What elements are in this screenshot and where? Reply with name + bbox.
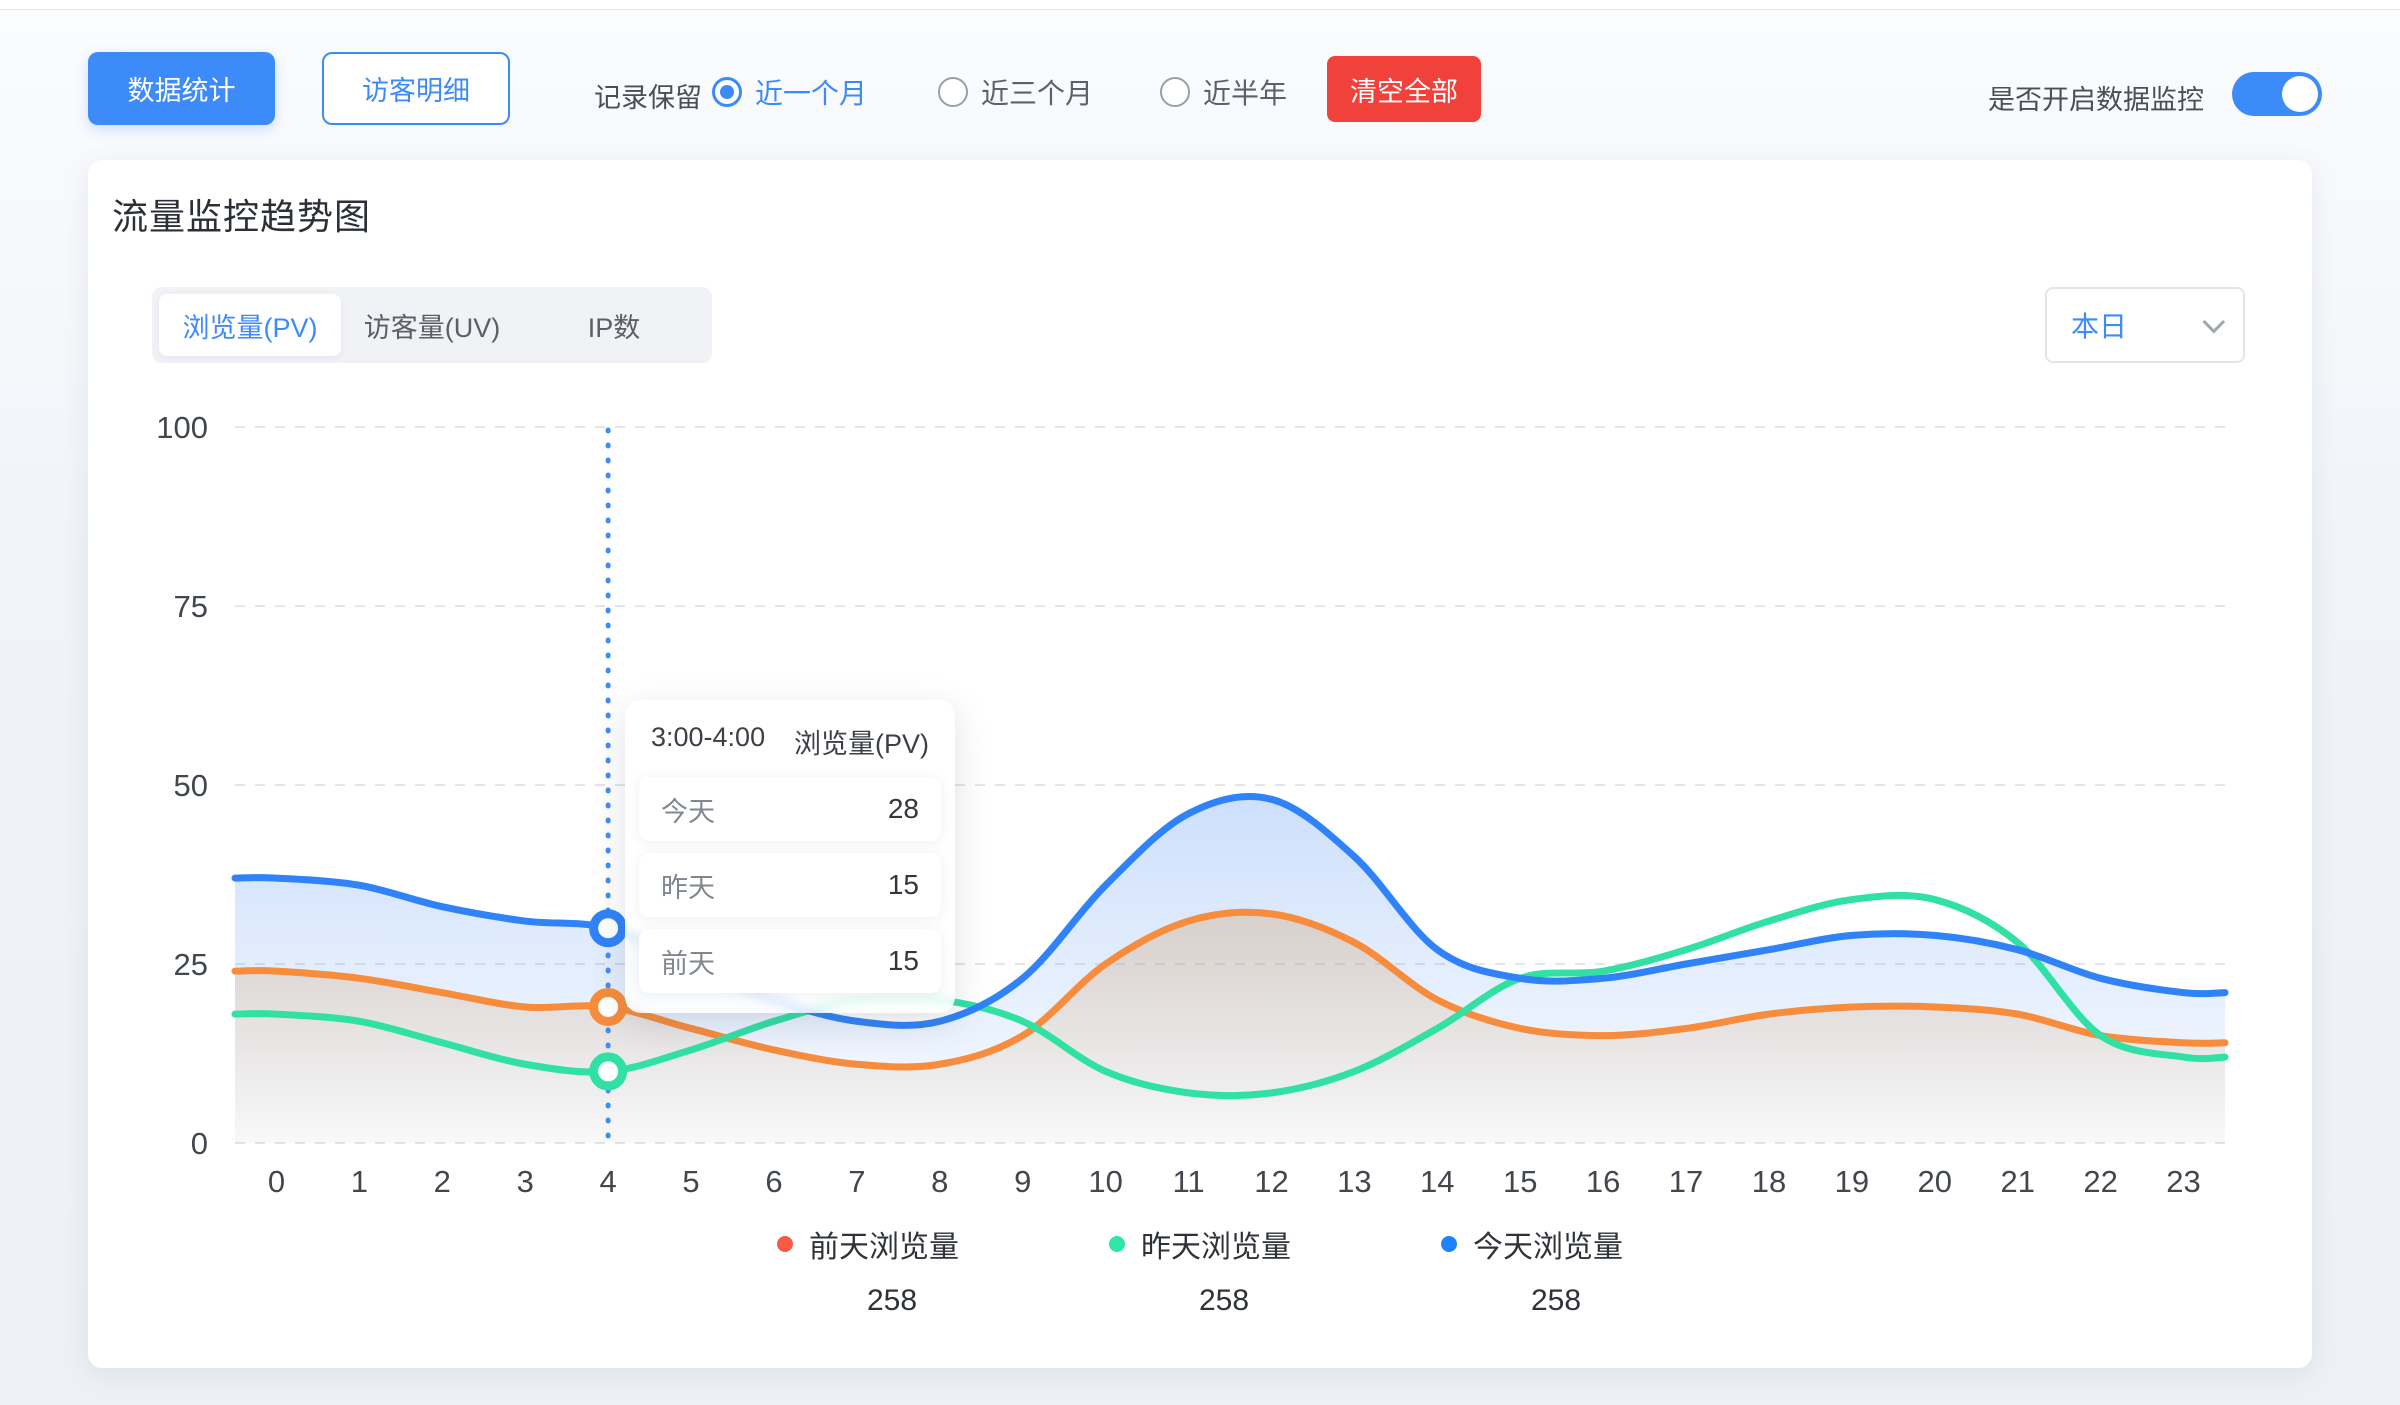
- x-axis-tick: 14: [1420, 1164, 1454, 1199]
- y-axis-tick: 50: [174, 768, 208, 803]
- record-retention-label: 记录保留: [594, 83, 702, 113]
- tab-uv[interactable]: 访客量(UV): [363, 312, 501, 343]
- tooltip-row-value: 15: [887, 945, 919, 976]
- date-range-value: 本日: [2071, 311, 2128, 342]
- x-axis-tick: 20: [1918, 1164, 1952, 1199]
- chart-tooltip: 3:00-4:00 浏览量(PV) 今天 28 昨天 15 前天 15: [625, 700, 955, 1013]
- x-axis-tick: 0: [268, 1164, 285, 1199]
- legend-label: 昨天浏览量: [1141, 1231, 1291, 1264]
- y-axis-tick: 100: [156, 410, 208, 445]
- x-axis-tick: 4: [600, 1164, 617, 1199]
- monitor-toggle[interactable]: [2232, 72, 2322, 116]
- legend-circle-icon: [1109, 1236, 1125, 1252]
- tooltip-row-value: 15: [887, 869, 919, 900]
- page-top-strip: [0, 0, 2400, 10]
- x-axis-tick: 18: [1752, 1164, 1786, 1199]
- tab-pv[interactable]: 浏览量(PV): [159, 294, 341, 356]
- visitor-detail-button[interactable]: 访客明细: [322, 52, 510, 125]
- x-axis-tick: 9: [1014, 1164, 1031, 1199]
- x-axis-tick: 16: [1586, 1164, 1620, 1199]
- date-range-select[interactable]: 本日: [2045, 287, 2245, 363]
- x-axis-tick: 12: [1254, 1164, 1288, 1199]
- tooltip-row-label: 昨天: [661, 872, 715, 903]
- radio-selected-icon: [712, 77, 742, 107]
- x-axis-tick: 6: [765, 1164, 782, 1199]
- x-axis-tick: 21: [2000, 1164, 2034, 1199]
- chart-legend: 前天浏览量 258 昨天浏览量 258 今天浏览量 258: [88, 1222, 2312, 1318]
- tooltip-time-range: 3:00-4:00: [651, 722, 766, 752]
- legend-label: 前天浏览量: [809, 1231, 959, 1264]
- tooltip-row-yesterday: 昨天 15: [639, 853, 941, 917]
- radio-last-month[interactable]: 近一个月: [712, 70, 867, 114]
- clear-all-button[interactable]: 清空全部: [1327, 56, 1481, 122]
- x-axis-tick: 11: [1172, 1164, 1204, 1199]
- legend-item-yesterday[interactable]: 昨天浏览量 258: [1109, 1222, 1291, 1318]
- x-axis-tick: 10: [1088, 1164, 1122, 1199]
- legend-circle-icon: [777, 1236, 793, 1252]
- radio-label: 近半年: [1203, 78, 1288, 109]
- legend-circle-icon: [1441, 1236, 1457, 1252]
- legend-total: 258: [1530, 1284, 1582, 1317]
- tooltip-row-label: 前天: [661, 948, 715, 979]
- x-axis-tick: 15: [1503, 1164, 1537, 1199]
- tooltip-row-today: 今天 28: [639, 777, 941, 841]
- card-title: 流量监控趋势图: [112, 196, 372, 237]
- radio-unselected-icon: [938, 77, 968, 107]
- x-axis-tick: 13: [1337, 1164, 1371, 1199]
- x-axis-tick: 17: [1669, 1164, 1703, 1199]
- y-axis-tick: 75: [174, 589, 208, 624]
- monitor-toggle-label: 是否开启数据监控: [1988, 85, 2204, 115]
- y-axis-tick: 0: [191, 1126, 208, 1161]
- legend-item-today[interactable]: 今天浏览量 258: [1441, 1222, 1623, 1318]
- radio-last-half-year[interactable]: 近半年: [1160, 70, 1287, 114]
- tooltip-row-value: 28: [887, 793, 919, 824]
- tooltip-metric: 浏览量(PV): [794, 729, 929, 759]
- radio-unselected-icon: [1160, 77, 1190, 107]
- metric-tabs: 浏览量(PV) 访客量(UV) IP数: [152, 287, 712, 363]
- radio-label: 近三个月: [981, 78, 1094, 109]
- x-axis-tick: 19: [1835, 1164, 1869, 1199]
- radio-last-3-months[interactable]: 近三个月: [938, 70, 1093, 114]
- x-axis-tick: 8: [931, 1164, 948, 1199]
- y-axis-tick: 25: [174, 947, 208, 982]
- radio-label: 近一个月: [755, 78, 868, 109]
- x-axis-tick: 3: [517, 1164, 534, 1199]
- toggle-knob: [2282, 76, 2318, 112]
- x-axis-tick: 23: [2166, 1164, 2200, 1199]
- x-axis-tick: 22: [2083, 1164, 2117, 1199]
- x-axis-tick: 5: [682, 1164, 699, 1199]
- legend-item-daybefore[interactable]: 前天浏览量 258: [777, 1222, 959, 1318]
- x-axis-tick: 7: [848, 1164, 865, 1199]
- x-axis-tick: 2: [434, 1164, 451, 1199]
- tooltip-row-label: 今天: [661, 796, 715, 827]
- legend-label: 今天浏览量: [1473, 1231, 1623, 1264]
- legend-total: 258: [1198, 1284, 1250, 1317]
- data-stats-button[interactable]: 数据统计: [88, 52, 275, 125]
- traffic-trend-card: 流量监控趋势图 浏览量(PV) 访客量(UV) IP数 本日 0 25 50 75 10…: [88, 160, 2312, 1368]
- tab-ip[interactable]: IP数: [587, 312, 641, 343]
- x-axis-tick: 1: [351, 1164, 368, 1199]
- tooltip-row-daybefore: 前天 15: [639, 929, 941, 993]
- legend-total: 258: [866, 1284, 918, 1317]
